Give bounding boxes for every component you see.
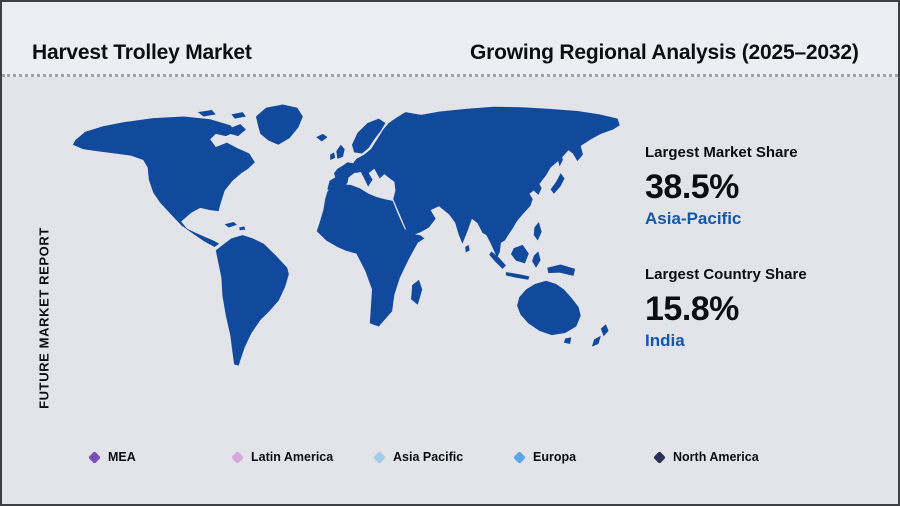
legend-label: North America [673,450,759,464]
legend-item-north-america: North America [653,450,759,464]
vertical-watermark-label: FUTURE MARKET REPORT [36,227,52,409]
stat-value: 38.5% [645,168,739,206]
diamond-marker-icon [513,450,526,464]
legend-label: MEA [108,450,136,464]
legend-item-asia-pacific: Asia Pacific [373,450,464,464]
legend-label: Europa [533,450,577,464]
stat-region: Asia-Pacific [645,209,742,228]
legend-label: Latin America [251,450,334,464]
legend-item-mea: MEA [88,450,136,464]
stat-value: 15.8% [645,290,739,328]
stat-largest-country-share: Largest Country Share 15.8% India [645,266,807,351]
page-title: Harvest Trolley Market [32,41,252,64]
stat-label: Largest Country Share [645,266,807,283]
legend-item-latin-america: Latin America [231,450,334,464]
header-bar: Harvest Trolley Market Growing Regional … [2,2,898,77]
legend-item-europa: Europa [513,450,577,464]
legend-label: Asia Pacific [393,450,464,464]
world-map [72,104,620,366]
stat-largest-market-share: Largest Market Share 38.5% Asia-Pacific [645,144,798,229]
diamond-marker-icon [88,450,101,464]
diamond-marker-icon [231,450,244,464]
page-subtitle: Growing Regional Analysis (2025–2032) [470,41,859,64]
stat-region: India [645,331,685,350]
diamond-marker-icon [373,450,386,464]
world-landmass [72,104,620,366]
diamond-marker-icon [653,450,666,464]
stat-label: Largest Market Share [645,144,798,161]
